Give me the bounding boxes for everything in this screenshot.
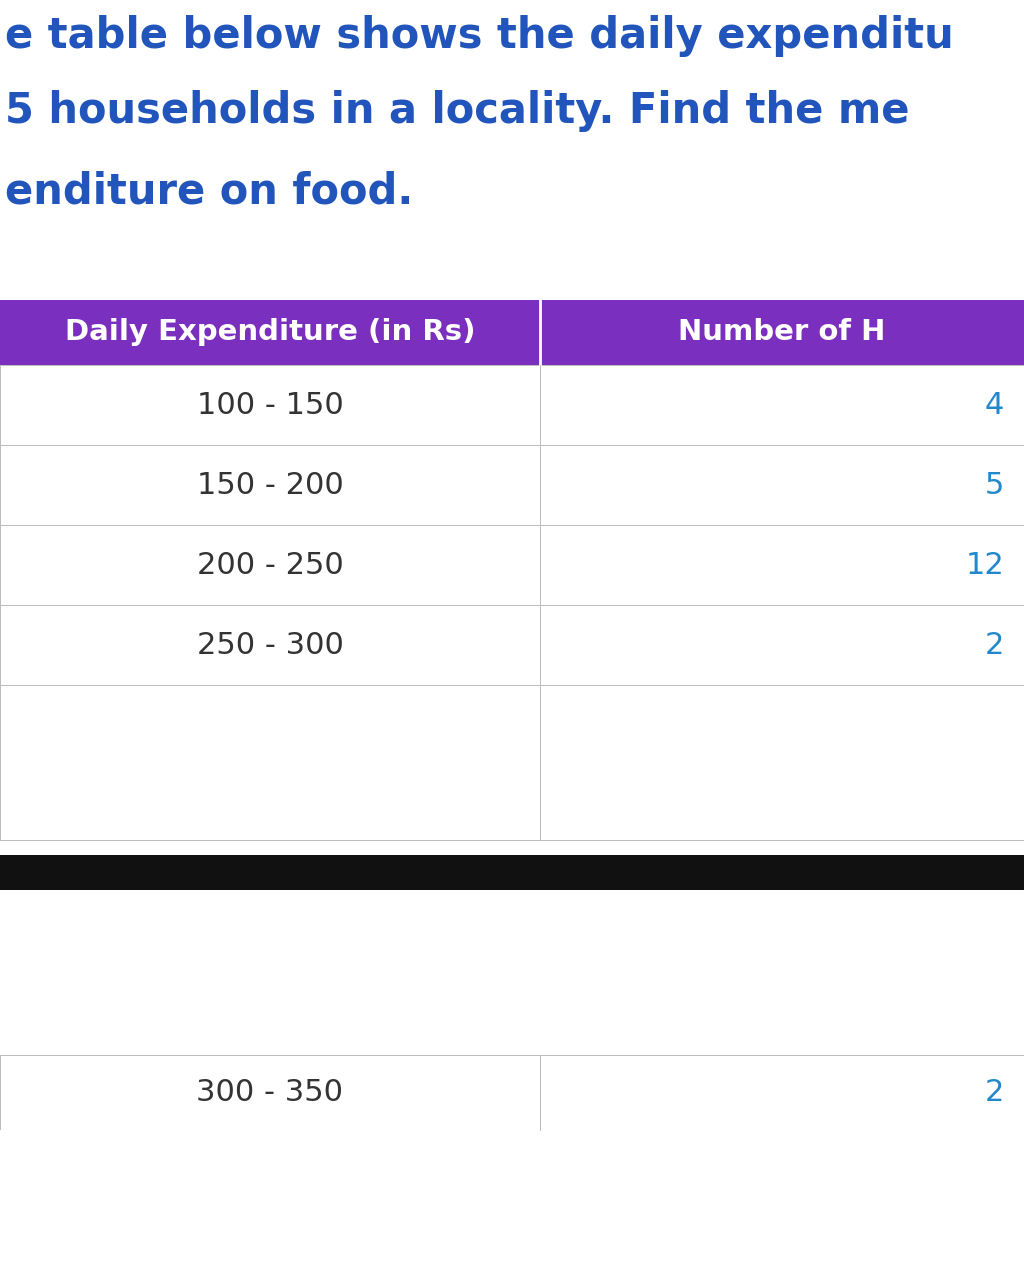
Bar <box>0 525 1024 605</box>
Text: 250 - 300: 250 - 300 <box>197 630 343 660</box>
Bar <box>0 446 1024 525</box>
Bar <box>0 1055 1024 1130</box>
Text: 12: 12 <box>966 551 1004 579</box>
Bar <box>0 890 1024 1055</box>
Text: 200 - 250: 200 - 250 <box>197 551 343 579</box>
Text: 100 - 150: 100 - 150 <box>197 390 343 420</box>
Text: 300 - 350: 300 - 350 <box>197 1079 343 1107</box>
Text: Number of H: Number of H <box>678 318 886 347</box>
Bar <box>0 684 1024 840</box>
Bar <box>0 605 1024 684</box>
Text: enditure on food.: enditure on food. <box>5 169 414 212</box>
Text: 4: 4 <box>985 390 1004 420</box>
Text: e table below shows the daily expenditu: e table below shows the daily expenditu <box>5 15 953 56</box>
Bar <box>0 1130 1024 1284</box>
Bar <box>0 300 1024 365</box>
Text: 5 households in a locality. Find the me: 5 households in a locality. Find the me <box>5 90 909 132</box>
Text: 5: 5 <box>985 470 1004 499</box>
Text: Daily Expenditure (in Rs): Daily Expenditure (in Rs) <box>65 318 475 347</box>
Bar <box>0 855 1024 890</box>
Text: 2: 2 <box>985 1079 1004 1107</box>
Bar <box>0 0 1024 300</box>
Text: 2: 2 <box>985 630 1004 660</box>
Text: 150 - 200: 150 - 200 <box>197 470 343 499</box>
Bar <box>0 365 1024 446</box>
